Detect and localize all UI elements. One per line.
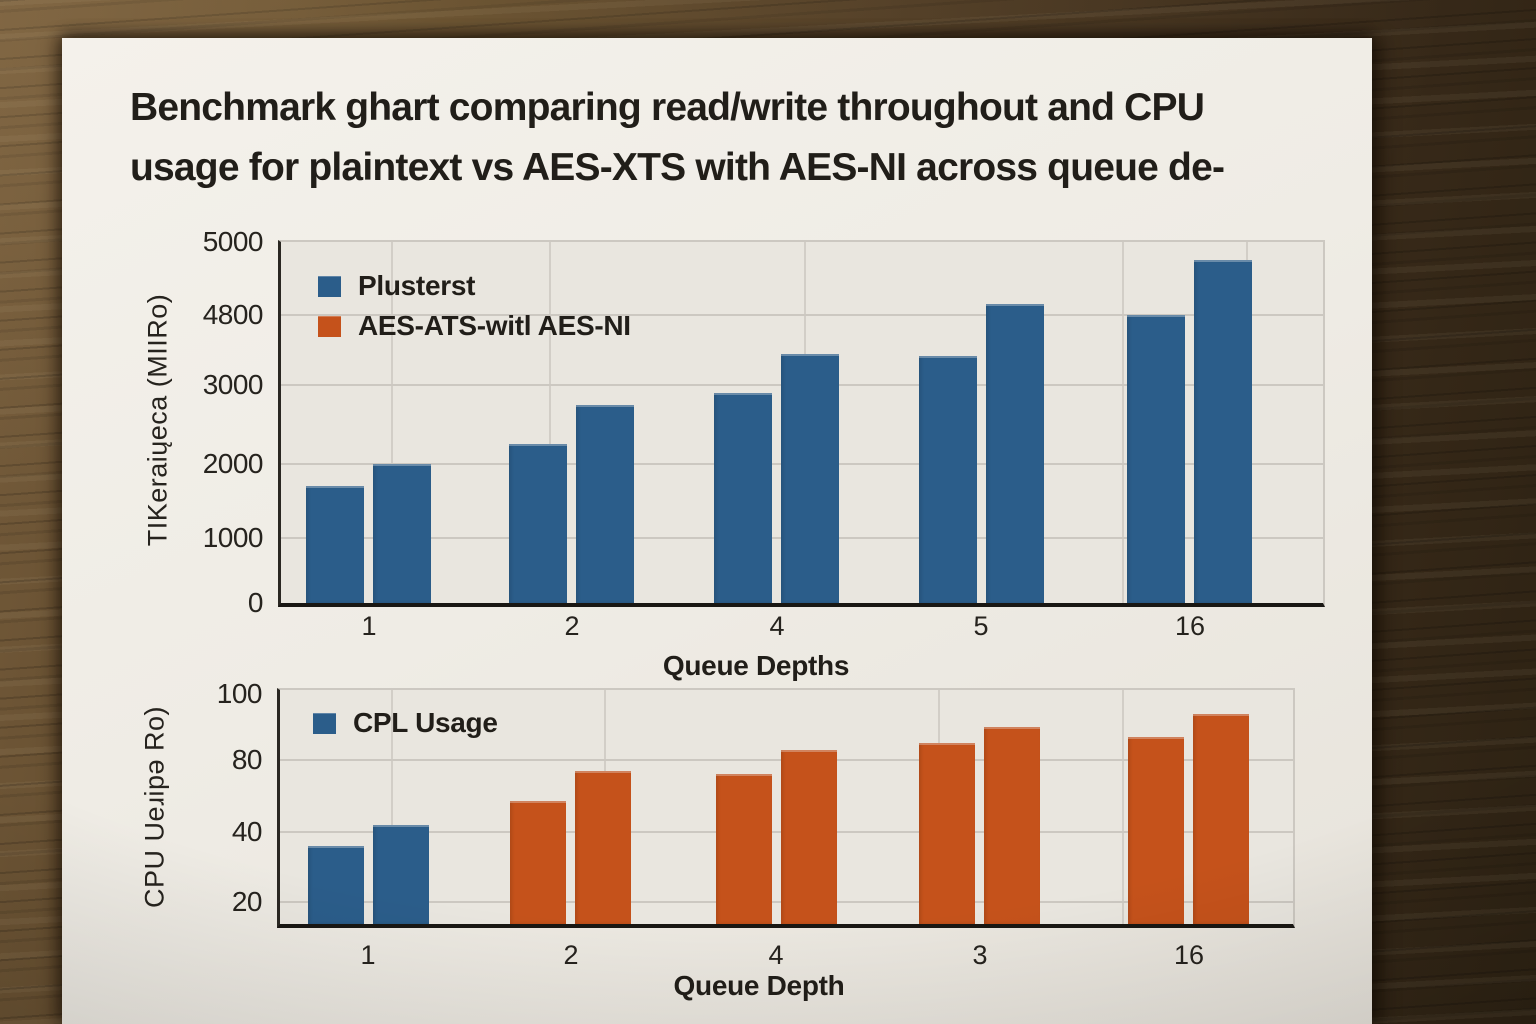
x-tick-label: 16 xyxy=(1174,611,1206,641)
bar xyxy=(575,771,631,924)
x-tick-label: 3 xyxy=(972,940,988,970)
y-tick-label: 40 xyxy=(231,816,263,847)
cpu-legend: CPL Usage xyxy=(313,703,498,743)
gridline-vertical xyxy=(391,690,393,924)
x-tick-label: 4 xyxy=(768,940,784,970)
legend-swatch xyxy=(313,712,336,734)
chart-title-line-1: Benchmark ghart comparing read/write thr… xyxy=(130,86,1205,129)
x-tick-label: 2 xyxy=(563,940,579,970)
bar xyxy=(1127,315,1185,603)
throughput-legend: Plusterst AES-ATS-witl AES-NI xyxy=(318,266,631,346)
y-tick-label: 4800 xyxy=(202,299,264,330)
x-tick-label: 2 xyxy=(564,611,580,641)
throughput-plot-area: 0 1000 2000 3000 4800 5000 1 2 4 5 16 Queue Depths P… xyxy=(203,226,1325,681)
bar xyxy=(509,444,567,603)
y-tick-label: 3000 xyxy=(202,369,264,400)
gridline-vertical xyxy=(549,242,551,603)
gridline-vertical xyxy=(1122,690,1124,924)
y-axis-title: TIKeraiųeca (MIIRo) xyxy=(142,293,173,547)
legend-label: CPL Usage xyxy=(353,707,498,738)
bar xyxy=(1193,714,1249,924)
bar xyxy=(986,304,1044,603)
x-tick-label: 5 xyxy=(973,611,989,641)
y-tick-label: 1000 xyxy=(202,522,264,553)
cpu-plot-area: 20 40 80 100 1 2 4 3 16 Queue Depth CPL Usage xyxy=(217,678,1295,1001)
paper-sheet: Benchmark ghart comparing read/write thr… xyxy=(62,38,1372,1024)
y-tick-label: 0 xyxy=(247,587,264,618)
bar xyxy=(714,393,772,603)
bar xyxy=(919,743,975,924)
legend-label: AES-ATS-witl AES-NI xyxy=(358,310,631,341)
y-tick-label: 80 xyxy=(231,744,263,775)
bar xyxy=(1194,260,1252,603)
gridline-vertical xyxy=(1122,242,1124,603)
y-tick-label: 2000 xyxy=(202,448,264,479)
x-tick-label: 4 xyxy=(769,611,785,641)
y-tick-label: 20 xyxy=(231,886,263,917)
y-tick-label: 5000 xyxy=(202,226,264,257)
bar xyxy=(373,464,431,603)
x-tick-label: 1 xyxy=(360,940,376,970)
chart-title-line-2: usage for plaintext vs AES-XTS with AES-… xyxy=(130,146,1225,189)
legend-item: CPL Usage xyxy=(313,703,498,743)
bar xyxy=(510,801,566,924)
bar xyxy=(1128,737,1184,924)
y-axis-title: CPU Ueɹipə Ro) xyxy=(139,705,170,909)
bar xyxy=(984,727,1040,924)
x-tick-label: 16 xyxy=(1173,940,1205,970)
y-tick-label: 100 xyxy=(216,678,263,709)
bar xyxy=(781,354,839,603)
bar xyxy=(716,774,772,924)
gridline-horizontal xyxy=(281,314,1323,316)
bar xyxy=(781,750,837,924)
x-axis-title: Queue Depth xyxy=(673,970,845,1001)
chart-title: Benchmark ghart comparing read/write thr… xyxy=(130,78,1386,198)
legend-item: Plusterst xyxy=(318,266,631,306)
bar xyxy=(306,486,364,603)
legend-swatch xyxy=(318,315,341,337)
bar xyxy=(919,356,977,603)
bar xyxy=(373,825,429,924)
legend-item: AES-ATS-witl AES-NI xyxy=(318,306,631,346)
legend-label: Plusterst xyxy=(358,270,476,301)
gridline-vertical xyxy=(391,242,393,603)
legend-swatch xyxy=(318,275,341,297)
x-tick-label: 1 xyxy=(361,611,377,641)
bar xyxy=(576,405,634,603)
x-axis-title: Queue Depths xyxy=(662,650,850,681)
bar xyxy=(308,846,364,924)
